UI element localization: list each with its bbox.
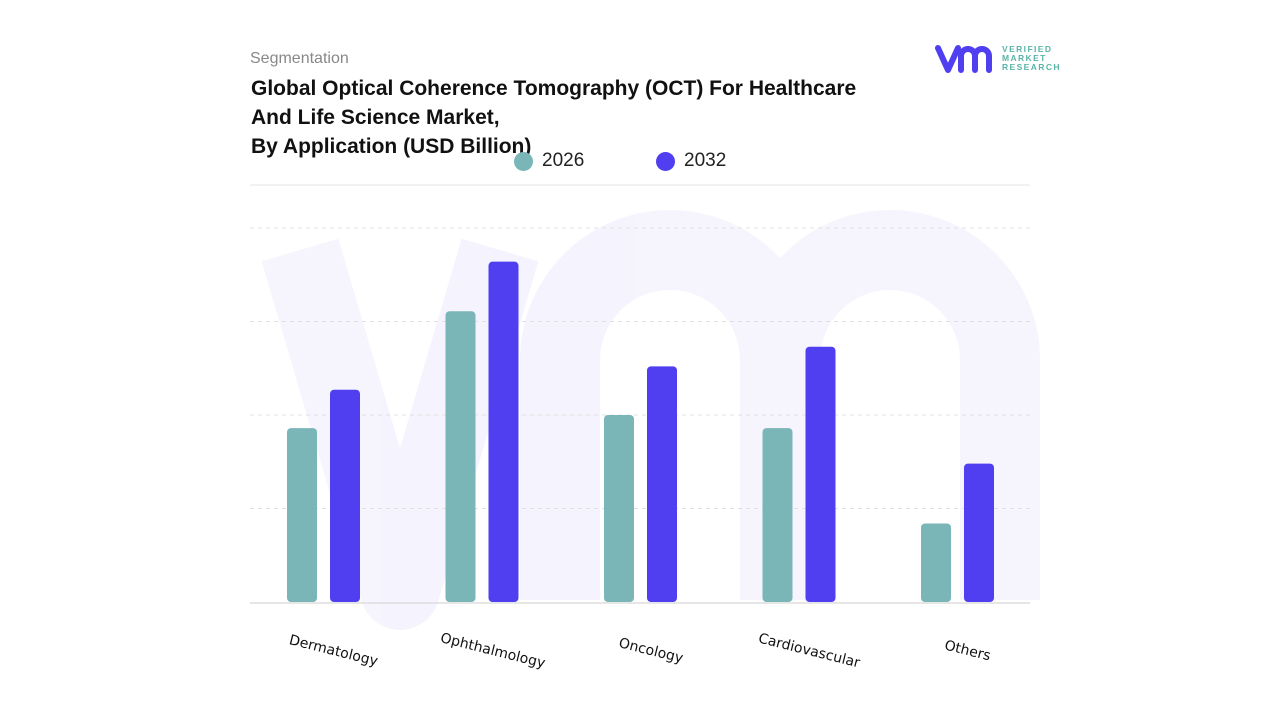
bar-2026-dermatology — [287, 428, 317, 602]
legend-label: 2026 — [542, 150, 585, 171]
bar-2032-dermatology — [330, 389, 360, 602]
legend-item-2032: 2032 — [656, 150, 726, 172]
bar-2032-cardiovascular — [805, 346, 836, 602]
bar-2026-cardiovascular — [762, 428, 793, 602]
segment-label: Segmentation — [250, 50, 349, 67]
logo-text: VERIFIED MARKET RESEARCH — [1002, 45, 1061, 72]
chart-title: Global Optical Coherence Tomography (OCT… — [251, 77, 857, 158]
bar-2026-others — [921, 523, 951, 602]
legend-label: 2032 — [684, 150, 727, 171]
logo-line: RESEARCH — [1002, 62, 1061, 72]
bar-2032-others — [964, 463, 994, 602]
legend-swatch — [514, 151, 533, 171]
bar-2026-ophthalmology — [445, 311, 476, 602]
logo-line: MARKET — [1002, 53, 1047, 63]
legend-swatch — [656, 151, 675, 171]
legend-item-2026: 2026 — [514, 150, 584, 172]
bar-2032-oncology — [647, 366, 677, 602]
vmr-logo-icon — [935, 45, 992, 73]
logo-line: VERIFIED — [1002, 44, 1053, 54]
bar-2032-ophthalmology — [488, 261, 519, 602]
bar-2026-oncology — [604, 415, 634, 602]
